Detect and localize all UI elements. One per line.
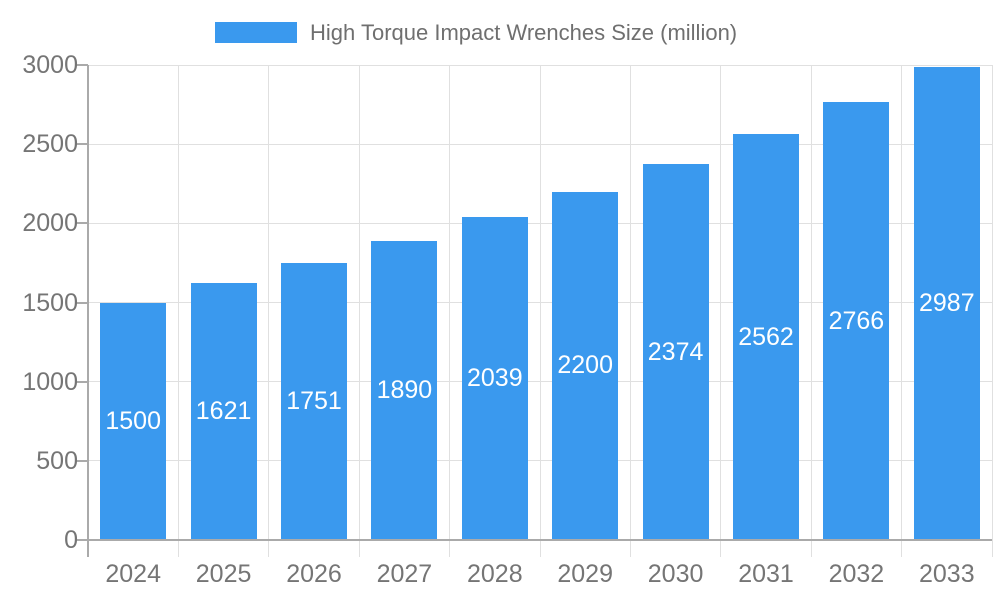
bar xyxy=(100,302,167,540)
bar xyxy=(461,217,528,540)
x-gridline xyxy=(629,65,631,557)
y-tick-label: 1500 xyxy=(22,288,78,317)
bar-value-label: 1621 xyxy=(195,397,252,426)
legend-swatch xyxy=(215,22,297,43)
y-tick xyxy=(75,301,88,304)
x-tick-label: 2026 xyxy=(286,560,342,588)
x-tick-label: 2024 xyxy=(105,560,161,588)
bar xyxy=(281,262,347,540)
y-tick-label: 0 xyxy=(64,526,78,554)
x-tick-label: 2031 xyxy=(738,560,794,588)
y-tick-label: 2000 xyxy=(22,209,78,238)
y-tick xyxy=(75,539,88,541)
x-tick-label: 2030 xyxy=(647,560,704,588)
bar-value-label: 2374 xyxy=(647,337,704,366)
x-tick-label: 2027 xyxy=(376,560,433,588)
x-gridline xyxy=(810,65,812,557)
x-gridline xyxy=(268,65,270,557)
bar xyxy=(371,240,438,540)
y-axis-line xyxy=(87,65,89,557)
bar xyxy=(190,283,257,540)
bar xyxy=(823,102,890,540)
y-tick xyxy=(75,143,88,146)
y-tick xyxy=(75,459,88,462)
x-gridline xyxy=(720,65,722,557)
y-tick-label: 500 xyxy=(36,446,78,475)
bar-value-label: 2200 xyxy=(557,351,613,380)
bar xyxy=(913,67,980,540)
bar-value-label: 2766 xyxy=(828,306,885,335)
x-gridline xyxy=(539,65,541,557)
x-axis-line xyxy=(88,539,992,541)
y-tick xyxy=(75,64,88,66)
bar xyxy=(733,134,799,540)
bar-value-label: 2562 xyxy=(738,322,794,351)
x-gridline xyxy=(177,65,179,557)
x-tick-label: 2025 xyxy=(195,560,252,588)
x-gridline xyxy=(449,65,451,557)
x-tick-label: 2029 xyxy=(557,560,613,588)
bar xyxy=(642,164,709,540)
x-tick-label: 2028 xyxy=(466,560,523,588)
bar xyxy=(552,191,619,540)
bar-value-label: 1751 xyxy=(286,386,342,415)
x-tick-label: 2032 xyxy=(828,560,885,588)
legend-label: High Torque Impact Wrenches Size (millio… xyxy=(310,19,738,45)
x-gridline xyxy=(991,65,993,557)
bar-value-label: 2987 xyxy=(918,289,975,318)
bar-value-label: 1500 xyxy=(105,406,161,435)
x-gridline xyxy=(358,65,360,557)
y-tick-label: 1000 xyxy=(22,367,78,396)
bar-value-label: 2039 xyxy=(466,364,523,393)
x-gridline xyxy=(901,65,903,557)
y-tick-label: 2500 xyxy=(22,130,78,159)
y-tick xyxy=(75,380,88,383)
x-tick-label: 2033 xyxy=(918,560,975,588)
y-tick xyxy=(75,222,88,225)
y-tick-label: 3000 xyxy=(22,51,78,79)
bar-value-label: 1890 xyxy=(376,375,433,404)
chart-legend: High Torque Impact Wrenches Size (millio… xyxy=(215,19,738,45)
